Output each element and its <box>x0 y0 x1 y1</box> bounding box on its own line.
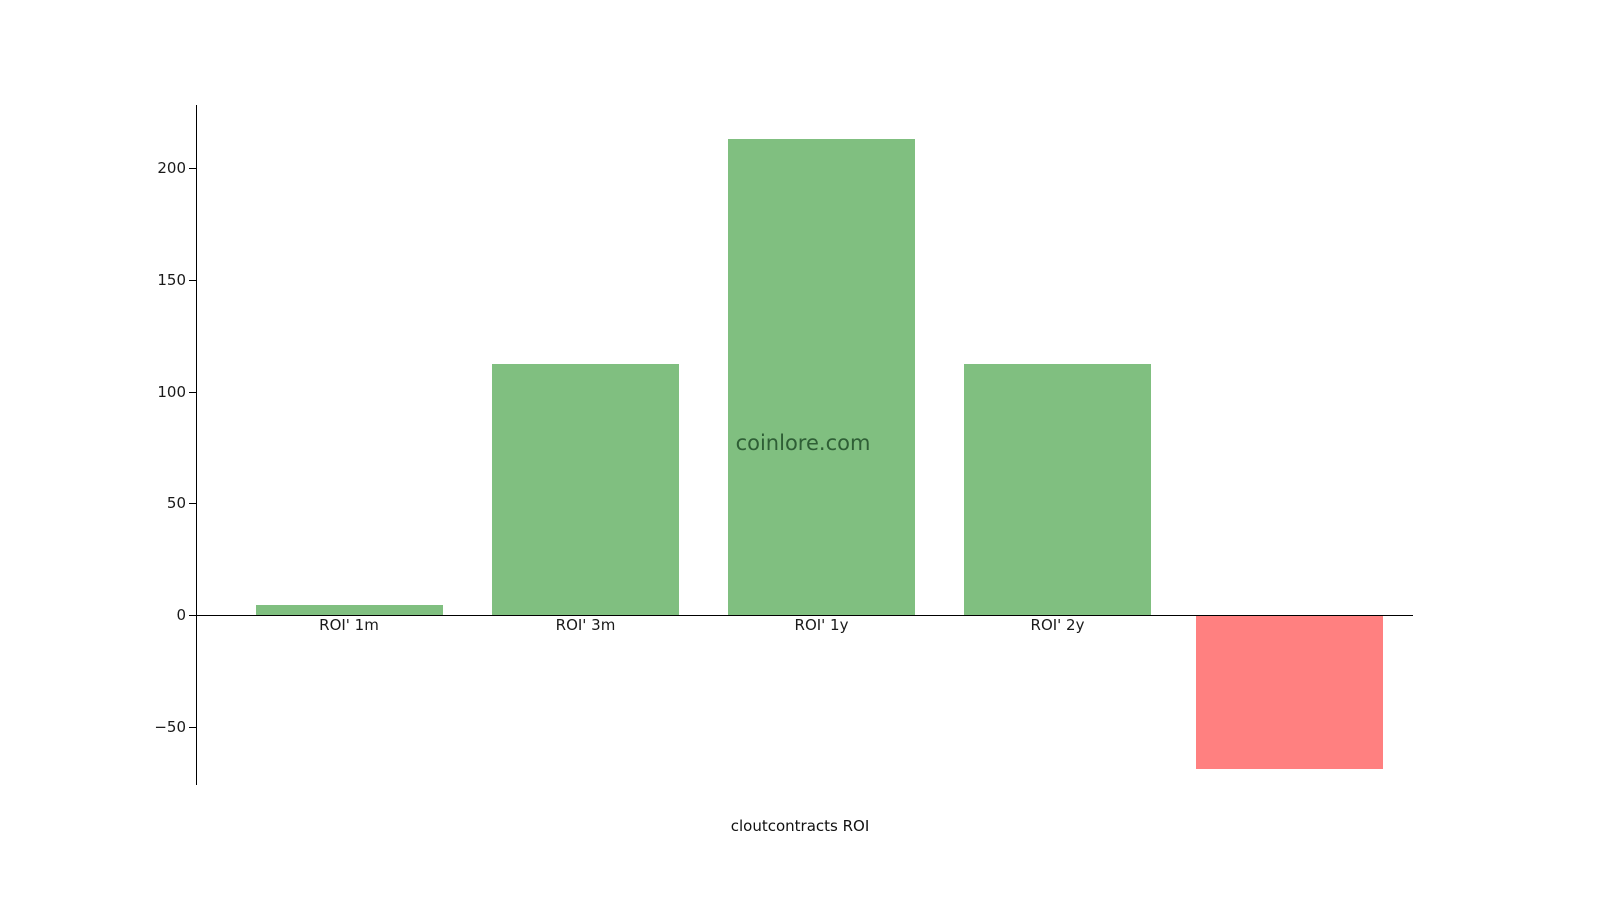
x-tick-label: ROI' 1m <box>319 616 379 634</box>
y-tick-label: 150 <box>157 270 186 289</box>
y-tick-label: 0 <box>176 606 186 624</box>
x-tick-label: ROI' 3m <box>555 616 616 634</box>
bar-positive <box>255 604 443 615</box>
y-tick-mark <box>189 279 196 281</box>
y-tick-label: 50 <box>166 494 186 513</box>
x-axis-zero-line <box>196 615 1413 616</box>
y-tick-mark <box>189 503 196 505</box>
y-tick-label: 200 <box>157 159 186 177</box>
y-axis-line <box>196 105 197 785</box>
x-tick-label: ROI' 2y <box>1030 616 1085 634</box>
y-tick-mark <box>189 391 196 393</box>
y-tick-mark <box>189 726 196 728</box>
chart-xlabel: cloutcontracts ROI <box>730 817 870 835</box>
bar-positive <box>964 363 1151 615</box>
y-tick-label: −50 <box>154 717 186 736</box>
y-tick-label: 100 <box>157 382 186 401</box>
x-tick-label: ROI' 1y <box>794 616 849 634</box>
bar-negative <box>1196 616 1383 770</box>
bar-positive <box>492 363 679 615</box>
y-tick-mark <box>189 168 196 169</box>
y-tick-mark <box>189 615 196 616</box>
watermark: coinlore.com <box>735 431 871 455</box>
bar-positive <box>728 138 915 615</box>
